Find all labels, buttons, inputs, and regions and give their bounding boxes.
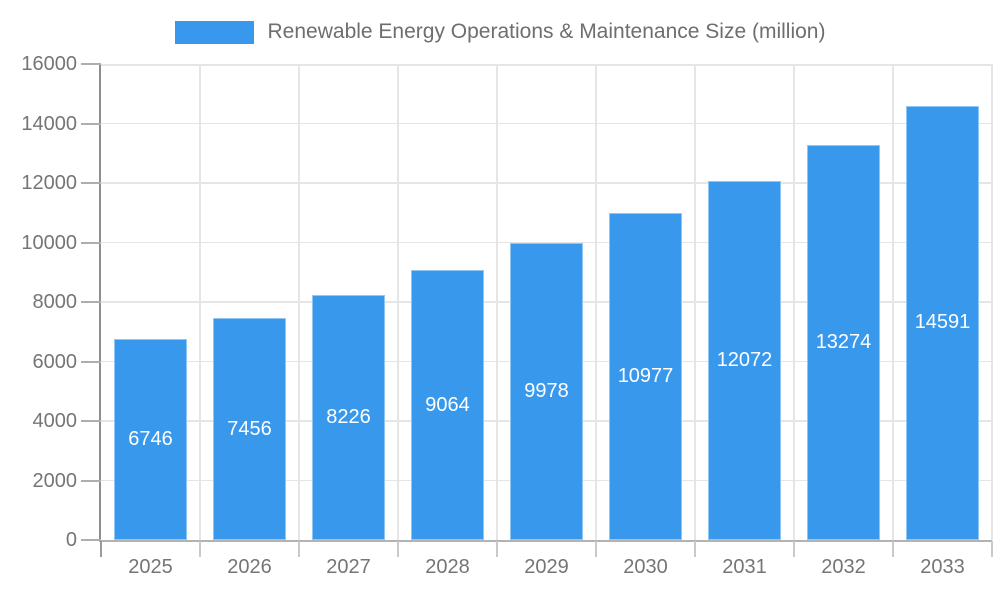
x-axis-tick-label: 2029 bbox=[524, 556, 569, 578]
x-gridline bbox=[397, 64, 399, 540]
x-axis-tick bbox=[991, 541, 993, 557]
legend-label: Renewable Energy Operations & Maintenanc… bbox=[267, 20, 826, 43]
x-gridline bbox=[595, 64, 597, 540]
y-axis-tick-label: 4000 bbox=[32, 410, 78, 432]
bar-2028[interactable]: 9064 bbox=[411, 270, 484, 540]
y-gridline bbox=[101, 241, 992, 243]
x-axis-tick bbox=[496, 541, 498, 557]
x-axis-tick-label: 2027 bbox=[326, 556, 371, 578]
x-axis-tick-label: 2025 bbox=[128, 556, 173, 578]
legend-swatch-icon bbox=[174, 20, 254, 44]
x-gridline bbox=[199, 64, 201, 540]
y-axis-tick-label: 12000 bbox=[21, 172, 77, 194]
x-gridline bbox=[793, 64, 795, 540]
x-axis-tick-label: 2031 bbox=[722, 556, 767, 578]
y-axis-tick bbox=[81, 241, 101, 244]
bar-value-label: 8226 bbox=[326, 406, 371, 429]
x-axis-tick bbox=[595, 541, 597, 557]
bar-2032[interactable]: 13274 bbox=[807, 145, 880, 540]
y-axis-tick-label: 0 bbox=[65, 529, 77, 551]
x-gridline bbox=[694, 64, 696, 540]
bar-value-label: 7456 bbox=[227, 417, 272, 440]
x-axis-tick bbox=[793, 541, 795, 557]
x-axis-tick bbox=[892, 541, 894, 557]
bar-2029[interactable]: 9978 bbox=[510, 243, 583, 540]
x-gridline bbox=[496, 64, 498, 540]
plot-area: 6746 7456 8226 9064 9978 10977 12072 13274 14591 bbox=[99, 64, 993, 542]
y-axis-tick bbox=[81, 539, 101, 541]
y-axis-tick-label: 8000 bbox=[32, 291, 78, 313]
bar-value-label: 10977 bbox=[617, 365, 674, 388]
x-axis-tick-label: 2026 bbox=[227, 556, 272, 578]
y-gridline bbox=[101, 182, 992, 184]
x-axis-tick bbox=[298, 541, 300, 557]
x-axis-tick bbox=[100, 541, 102, 557]
bar-2033[interactable]: 14591 bbox=[906, 105, 979, 540]
x-axis-tick-label: 2033 bbox=[920, 556, 965, 578]
bar-value-label: 9978 bbox=[524, 380, 569, 403]
y-gridline bbox=[101, 64, 992, 66]
y-axis-tick-label: 2000 bbox=[32, 469, 78, 492]
bar-value-label: 12072 bbox=[716, 348, 773, 371]
bar-value-label: 14591 bbox=[914, 311, 971, 334]
y-axis-tick-label: 14000 bbox=[21, 112, 77, 135]
y-axis-tick bbox=[81, 63, 101, 65]
x-axis-tick bbox=[397, 541, 399, 557]
chart-legend[interactable]: Renewable Energy Operations & Maintenanc… bbox=[0, 20, 1000, 44]
y-axis-tick-label: 6000 bbox=[32, 350, 78, 373]
y-axis-tick bbox=[81, 360, 101, 363]
y-gridline bbox=[101, 122, 992, 124]
x-gridline bbox=[298, 64, 300, 540]
x-axis-tick-label: 2032 bbox=[821, 556, 866, 578]
y-axis-tick bbox=[81, 301, 101, 303]
bar-value-label: 9064 bbox=[425, 393, 470, 416]
bar-value-label: 6746 bbox=[128, 428, 173, 451]
bar-value-label: 13274 bbox=[815, 331, 872, 354]
bar-2027[interactable]: 8226 bbox=[312, 295, 385, 540]
x-axis-tick-label: 2030 bbox=[623, 556, 668, 578]
y-axis-tick bbox=[81, 420, 101, 422]
bar-2025[interactable]: 6746 bbox=[114, 339, 187, 540]
y-axis-tick bbox=[81, 122, 101, 125]
x-gridline bbox=[892, 64, 894, 540]
bar-2030[interactable]: 10977 bbox=[609, 213, 682, 540]
x-axis-tick-label: 2028 bbox=[425, 556, 470, 578]
bar-2031[interactable]: 12072 bbox=[708, 180, 781, 540]
y-axis-tick bbox=[81, 479, 101, 482]
bar-2026[interactable]: 7456 bbox=[213, 318, 286, 540]
y-axis-tick-label: 10000 bbox=[21, 231, 77, 254]
x-axis-tick bbox=[199, 541, 201, 557]
x-axis-tick bbox=[694, 541, 696, 557]
x-gridline bbox=[991, 64, 993, 540]
y-axis-tick bbox=[81, 182, 101, 184]
y-axis-tick-label: 16000 bbox=[21, 53, 77, 75]
